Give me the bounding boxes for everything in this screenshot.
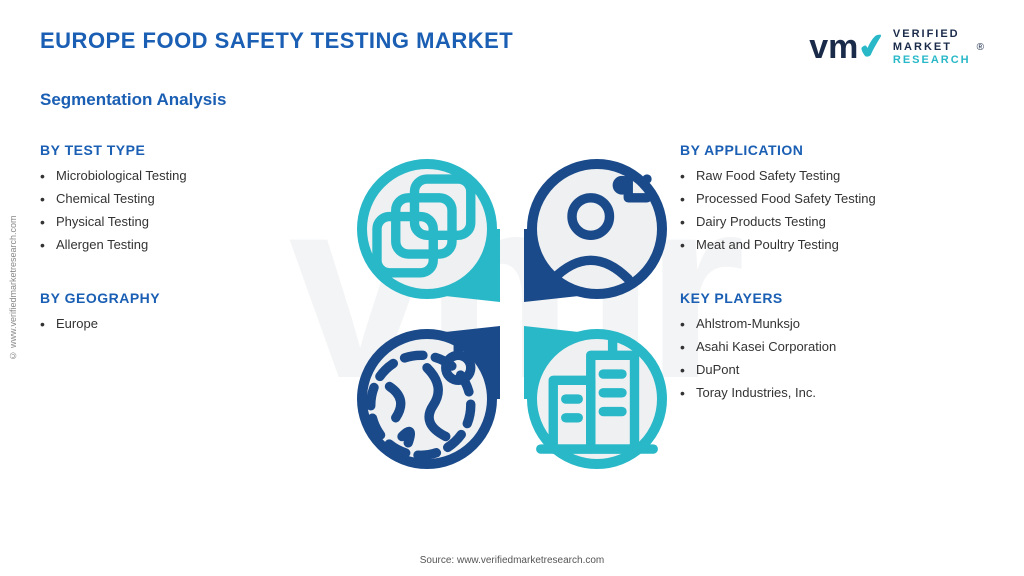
diagram-center: [350, 124, 674, 504]
section-title: BY TEST TYPE: [40, 142, 350, 158]
petal-top-right: [522, 154, 672, 304]
right-column: BY APPLICATION Raw Food Safety Testing P…: [674, 124, 984, 504]
petal-top-left: [352, 154, 502, 304]
main-row: BY TEST TYPE Microbiological Testing Che…: [40, 124, 984, 504]
section-key-players: KEY PLAYERS Ahlstrom-Munksjo Asahi Kasei…: [680, 290, 984, 400]
list-item: Raw Food Safety Testing: [680, 168, 984, 183]
list-item: Allergen Testing: [40, 237, 350, 252]
subtitle: Segmentation Analysis: [40, 90, 984, 110]
list-key-players: Ahlstrom-Munksjo Asahi Kasei Corporation…: [680, 316, 984, 400]
list-item: Physical Testing: [40, 214, 350, 229]
check-icon: ✔: [856, 32, 889, 64]
list-item: Meat and Poultry Testing: [680, 237, 984, 252]
section-geography: BY GEOGRAPHY Europe: [40, 290, 350, 331]
registered-icon: ®: [977, 42, 984, 53]
list-item: Asahi Kasei Corporation: [680, 339, 984, 354]
section-test-type: BY TEST TYPE Microbiological Testing Che…: [40, 142, 350, 252]
logo-text: VERIFIED MARKET RESEARCH: [893, 28, 971, 68]
left-column: BY TEST TYPE Microbiological Testing Che…: [40, 124, 350, 504]
list-item: Ahlstrom-Munksjo: [680, 316, 984, 331]
list-item: Chemical Testing: [40, 191, 350, 206]
logo: vm✔ VERIFIED MARKET RESEARCH ®: [809, 28, 984, 68]
layers-icon: [352, 154, 502, 304]
section-title: KEY PLAYERS: [680, 290, 984, 306]
petal-bottom-left: [352, 324, 502, 474]
list-item: DuPont: [680, 362, 984, 377]
header: EUROPE FOOD SAFETY TESTING MARKET vm✔ VE…: [40, 28, 984, 68]
globe-icon: [352, 324, 502, 474]
list-test-type: Microbiological Testing Chemical Testing…: [40, 168, 350, 252]
list-item: Toray Industries, Inc.: [680, 385, 984, 400]
logo-mark: vm✔: [809, 34, 887, 61]
user-icon: [522, 154, 672, 304]
section-application: BY APPLICATION Raw Food Safety Testing P…: [680, 142, 984, 252]
petals-group: [352, 154, 672, 474]
list-application: Raw Food Safety Testing Processed Food S…: [680, 168, 984, 252]
list-item: Processed Food Safety Testing: [680, 191, 984, 206]
building-icon: [522, 324, 672, 474]
section-title: BY APPLICATION: [680, 142, 984, 158]
list-item: Europe: [40, 316, 350, 331]
list-geography: Europe: [40, 316, 350, 331]
content-area: EUROPE FOOD SAFETY TESTING MARKET vm✔ VE…: [0, 0, 1024, 576]
page-title: EUROPE FOOD SAFETY TESTING MARKET: [40, 28, 513, 54]
petal-bottom-right: [522, 324, 672, 474]
section-title: BY GEOGRAPHY: [40, 290, 350, 306]
list-item: Microbiological Testing: [40, 168, 350, 183]
list-item: Dairy Products Testing: [680, 214, 984, 229]
